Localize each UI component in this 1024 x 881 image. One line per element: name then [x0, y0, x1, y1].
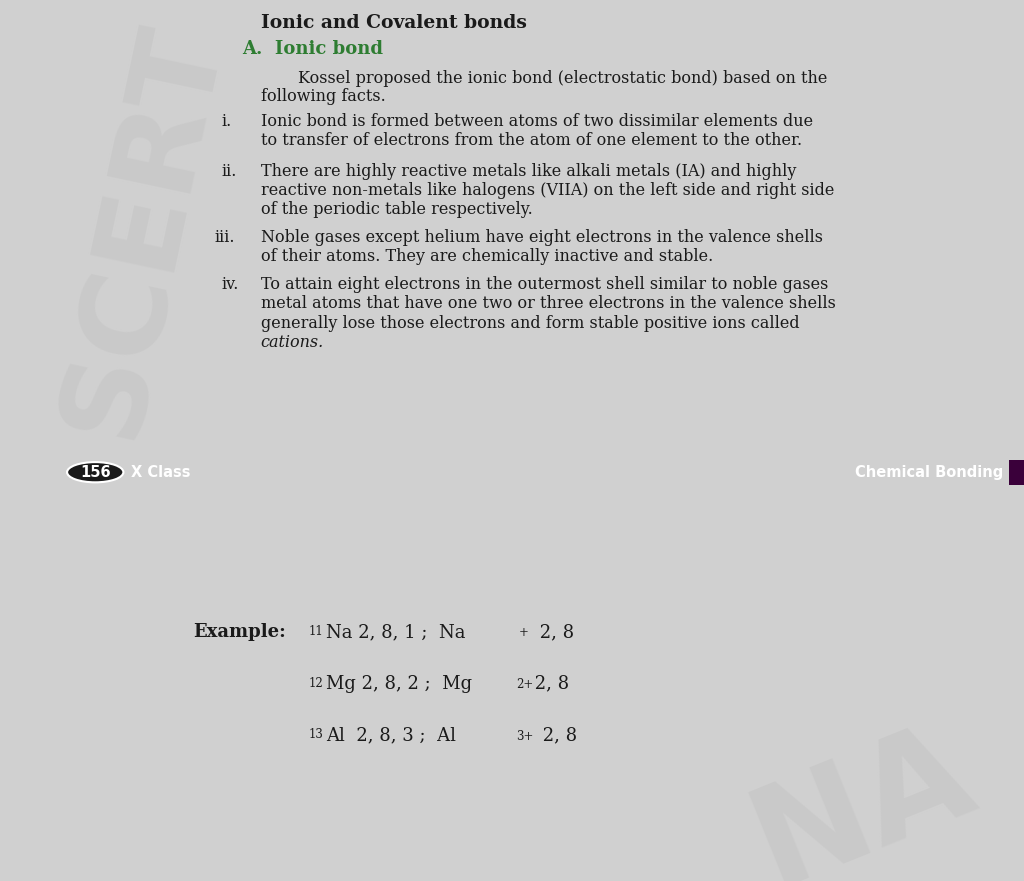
Text: 13: 13	[308, 729, 324, 742]
Text: To attain eight electrons in the outermost shell similar to noble gases: To attain eight electrons in the outermo…	[261, 276, 828, 292]
Text: Ionic bond is formed between atoms of two dissimilar elements due: Ionic bond is formed between atoms of tw…	[261, 113, 813, 130]
Text: NA: NA	[734, 705, 992, 881]
Text: Ionic and Covalent bonds: Ionic and Covalent bonds	[261, 14, 526, 32]
Text: There are highly reactive metals like alkali metals (IA) and highly: There are highly reactive metals like al…	[261, 163, 796, 180]
Text: 2+: 2+	[516, 678, 532, 691]
Text: iii.: iii.	[215, 229, 236, 246]
Bar	[1009, 460, 1024, 485]
Text: 3+: 3+	[516, 729, 534, 743]
Text: 11: 11	[309, 626, 324, 639]
Text: of the periodic table respectively.: of the periodic table respectively.	[261, 202, 532, 218]
Text: Kossel proposed the ionic bond (electrostatic bond) based on the: Kossel proposed the ionic bond (electros…	[298, 70, 827, 87]
Text: ii.: ii.	[221, 163, 237, 180]
Text: +: +	[518, 626, 528, 640]
Text: 12: 12	[309, 677, 324, 690]
Text: SCERT: SCERT	[43, 13, 243, 447]
Text: following facts.: following facts.	[261, 88, 385, 106]
Text: i.: i.	[221, 113, 231, 130]
Text: Example:: Example:	[194, 624, 286, 641]
Text: of their atoms. They are chemically inactive and stable.: of their atoms. They are chemically inac…	[261, 248, 713, 265]
Text: to transfer of electrons from the atom of one element to the other.: to transfer of electrons from the atom o…	[261, 132, 802, 149]
Ellipse shape	[68, 463, 123, 482]
Text: A.  Ionic bond: A. Ionic bond	[243, 41, 383, 58]
Text: 2, 8: 2, 8	[537, 726, 578, 744]
Text: generally lose those electrons and form stable positive ions called: generally lose those electrons and form …	[261, 315, 800, 331]
Text: iv.: iv.	[221, 276, 239, 292]
Text: 156: 156	[80, 464, 111, 480]
Text: X Class: X Class	[131, 464, 190, 480]
Text: 2, 8: 2, 8	[528, 675, 568, 692]
Text: Chemical Bonding: Chemical Bonding	[855, 464, 1004, 480]
Text: Al  2, 8, 3 ;  Al: Al 2, 8, 3 ; Al	[327, 726, 457, 744]
Text: metal atoms that have one two or three electrons in the valence shells: metal atoms that have one two or three e…	[261, 295, 836, 312]
Text: 2, 8: 2, 8	[535, 624, 574, 641]
Text: Noble gases except helium have eight electrons in the valence shells: Noble gases except helium have eight ele…	[261, 229, 822, 246]
Text: cations.: cations.	[261, 334, 324, 351]
Text: Mg 2, 8, 2 ;  Mg: Mg 2, 8, 2 ; Mg	[327, 675, 472, 692]
Text: Na 2, 8, 1 ;  Na: Na 2, 8, 1 ; Na	[327, 624, 466, 641]
Text: reactive non-metals like halogens (VIIA) on the left side and right side: reactive non-metals like halogens (VIIA)…	[261, 182, 835, 199]
